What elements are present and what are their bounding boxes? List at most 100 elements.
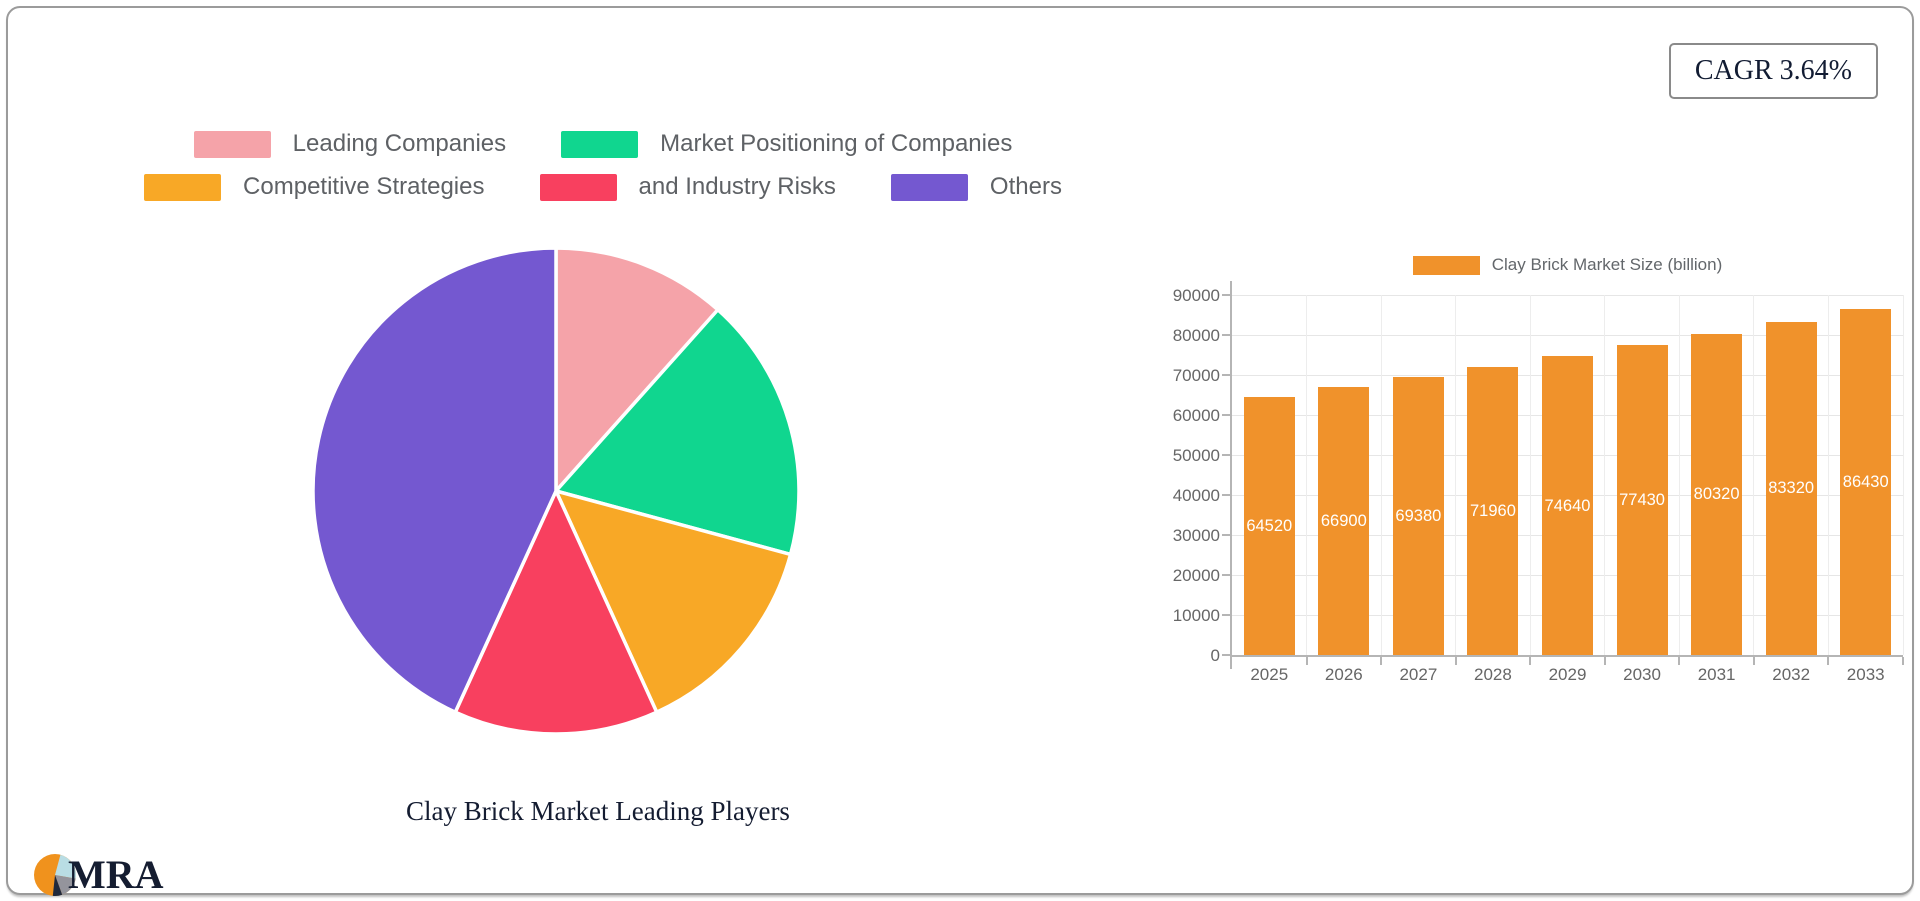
v-gridline (1529, 295, 1531, 655)
y-axis-line (1230, 281, 1232, 669)
v-gridline (1455, 295, 1457, 655)
legend-item[interactable]: and Industry Risks (539, 173, 836, 201)
pie-legend-row: Competitive Strategies and Industry Risks… (144, 173, 1062, 201)
cagr-badge: CAGR 3.64% (1668, 43, 1878, 99)
y-tick (1222, 414, 1230, 416)
pie-chart-title: Clay Brick Market Leading Players (406, 796, 790, 826)
bar-2032[interactable] (1765, 321, 1817, 655)
v-gridline (1678, 295, 1680, 655)
x-axis-line (1230, 655, 1903, 657)
logo-slice-navy (52, 874, 63, 896)
pie-slice-1[interactable] (554, 307, 801, 557)
legend-item[interactable]: Competitive Strategies (144, 173, 485, 201)
legend-item[interactable]: Market Positioning of Companies (561, 130, 1012, 158)
pie-slice-3[interactable] (453, 489, 659, 736)
legend-label: and Industry Risks (638, 173, 836, 200)
bar-2029[interactable] (1542, 356, 1593, 655)
report-card: CAGR 3.64% Leading Companies Market Posit… (6, 6, 1914, 898)
x-tick-label: 2026 (1324, 665, 1363, 684)
y-tick-label: 60000 (1172, 406, 1220, 425)
bar-value-label: 71960 (1469, 502, 1516, 521)
y-tick (1222, 574, 1230, 576)
x-tick (1529, 657, 1532, 665)
bar-2031[interactable] (1691, 333, 1743, 655)
h-gridline (1232, 294, 1903, 296)
bar-legend-label: Clay Brick Market Size (billion) (1491, 255, 1723, 274)
x-tick-label: 2030 (1623, 665, 1661, 684)
y-tick (1222, 534, 1230, 536)
bar-value-label: 83320 (1768, 479, 1815, 498)
y-tick-label: 30000 (1172, 526, 1220, 545)
y-tick (1222, 614, 1230, 616)
x-tick-label: 2033 (1846, 665, 1885, 684)
bar-plot-area: 64520 66900 69380 71960 74640 77430 80320 83320… (1222, 281, 1904, 669)
y-tick (1222, 494, 1230, 496)
y-tick (1222, 334, 1230, 336)
y-tick (1222, 454, 1230, 456)
bar-2027[interactable] (1392, 377, 1444, 655)
pie-chart (311, 246, 801, 736)
v-gridline (1753, 295, 1755, 655)
bar-chart: Clay Brick Market Size (billion) 0 10000 2… (1160, 255, 1920, 695)
pie-slice-4[interactable] (311, 246, 558, 714)
bar-2030[interactable] (1616, 345, 1668, 655)
bar-2026[interactable] (1318, 387, 1370, 655)
y-tick-label: 90000 (1172, 286, 1220, 305)
bar-2025[interactable] (1243, 396, 1295, 655)
legend-swatch (539, 173, 617, 201)
h-gridline (1232, 334, 1903, 336)
pie-slice-2[interactable] (554, 489, 793, 714)
logo-pie-icon (34, 853, 76, 896)
mra-logo: MRA (33, 851, 164, 898)
bar-value-label: 69380 (1395, 507, 1442, 526)
x-tick-label: 2029 (1548, 665, 1587, 684)
x-tick (1305, 657, 1308, 665)
legend-label: Market Positioning of Companies (660, 130, 1013, 157)
legend-swatch (193, 130, 271, 158)
bar-value-label: 66900 (1320, 512, 1367, 531)
legend-label: Competitive Strategies (243, 173, 485, 200)
bar-legend-swatch (1412, 255, 1480, 275)
legend-swatch (144, 173, 222, 201)
x-tick-label: 2025 (1250, 665, 1289, 684)
legend-swatch (561, 130, 639, 158)
v-gridline (1902, 295, 1904, 655)
x-tick (1678, 657, 1681, 665)
legend-item[interactable]: Others (890, 173, 1062, 201)
x-tick-label: 2028 (1474, 665, 1512, 684)
v-gridline (1380, 295, 1382, 655)
bar-value-label: 77430 (1619, 491, 1665, 510)
v-gridline (1827, 295, 1829, 655)
x-tick (1752, 657, 1755, 665)
x-tick (1454, 657, 1457, 665)
y-tick-label: 50000 (1172, 446, 1220, 465)
y-tick-label: 40000 (1172, 486, 1220, 505)
pie-slice-0[interactable] (554, 246, 720, 493)
bar-value-label: 86430 (1842, 473, 1889, 492)
v-gridline (1604, 295, 1606, 655)
bar-value-label: 64520 (1246, 516, 1293, 535)
legend-item[interactable]: Leading Companies (193, 130, 507, 158)
y-tick-label: 20000 (1172, 566, 1220, 585)
y-tick-label: 0 (1210, 646, 1220, 665)
bar-2028[interactable] (1467, 367, 1519, 655)
bar-chart-legend[interactable]: Clay Brick Market Size (billion) (1232, 255, 1903, 275)
y-tick (1222, 654, 1230, 656)
legend-swatch (890, 173, 968, 201)
logo-text: MRA (68, 852, 164, 897)
y-tick-label: 80000 (1172, 326, 1220, 345)
legend-label: Others (989, 173, 1062, 200)
pie-legend: Leading Companies Market Positioning of C… (113, 130, 1093, 201)
pie-legend-row: Leading Companies Market Positioning of C… (193, 130, 1012, 158)
v-gridline (1306, 295, 1308, 655)
x-tick (1603, 657, 1606, 665)
bar-value-label: 80320 (1693, 485, 1740, 504)
bar-2033[interactable] (1840, 309, 1892, 655)
x-tick-label: 2031 (1697, 665, 1736, 684)
x-tick (1827, 657, 1830, 665)
y-tick (1222, 294, 1230, 296)
legend-label: Leading Companies (292, 130, 507, 157)
x-tick (1902, 657, 1904, 665)
bar-value-label: 74640 (1544, 496, 1591, 515)
x-tick (1380, 657, 1383, 665)
